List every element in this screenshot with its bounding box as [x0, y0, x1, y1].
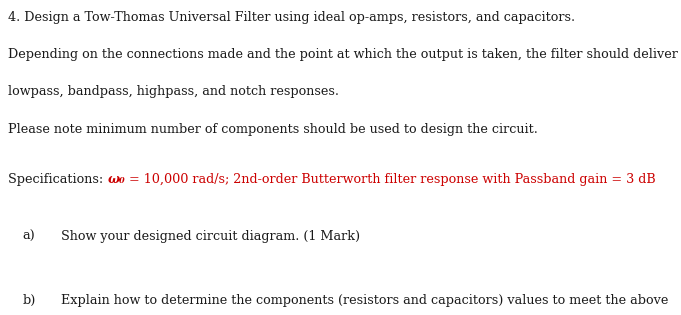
Text: Show your designed circuit diagram. (1 Mark): Show your designed circuit diagram. (1 M… — [61, 230, 360, 243]
Text: a): a) — [22, 230, 35, 243]
Text: lowpass, bandpass, highpass, and notch responses.: lowpass, bandpass, highpass, and notch r… — [8, 85, 339, 98]
Text: b): b) — [22, 294, 36, 306]
Text: ω₀: ω₀ — [108, 173, 125, 186]
Text: Please note minimum number of components should be used to design the circuit.: Please note minimum number of components… — [8, 123, 538, 135]
Text: Specifications:: Specifications: — [8, 173, 108, 186]
Text: = 10,000 rad/s; 2nd-order Butterworth filter response with Passband gain = 3 dB: = 10,000 rad/s; 2nd-order Butterworth fi… — [125, 173, 656, 186]
Text: 4. Design a Tow-Thomas Universal Filter using ideal op-amps, resistors, and capa: 4. Design a Tow-Thomas Universal Filter … — [8, 11, 575, 24]
Text: Explain how to determine the components (resistors and capacitors) values to mee: Explain how to determine the components … — [61, 294, 669, 306]
Text: Depending on the connections made and the point at which the output is taken, th: Depending on the connections made and th… — [8, 48, 678, 61]
